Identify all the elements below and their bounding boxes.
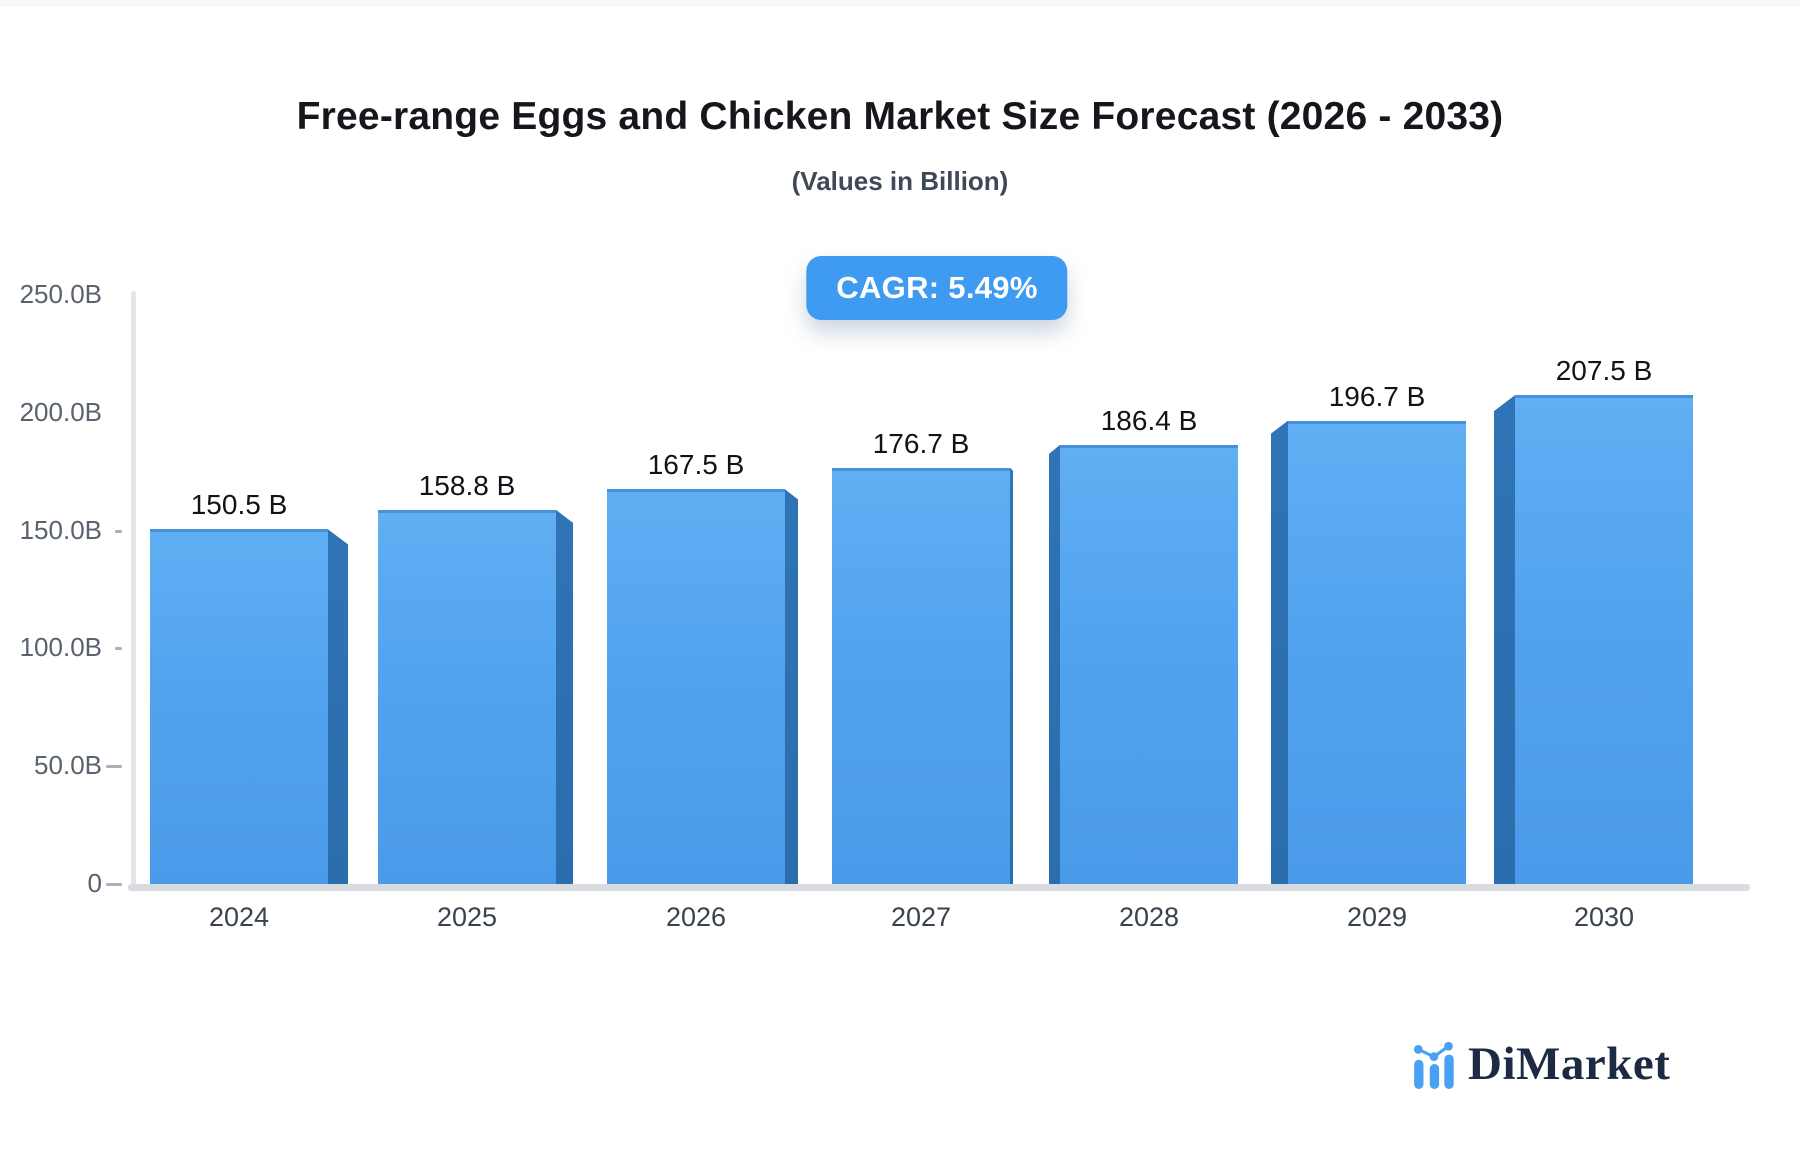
bar-side-face xyxy=(556,509,573,884)
bar-value-label: 176.7 B xyxy=(872,427,970,459)
logo-text: DiMarket xyxy=(1468,1038,1671,1090)
y-axis-tick xyxy=(106,765,122,769)
y-axis-tick xyxy=(115,529,122,533)
bar-face[interactable] xyxy=(1515,395,1693,884)
y-axis-line xyxy=(131,291,136,891)
bar-value-label: 207.5 B xyxy=(1555,355,1653,387)
y-axis-label: 150.0B xyxy=(19,514,102,545)
page-subtitle: (Values in Billion) xyxy=(791,166,1009,196)
x-axis-label: 2030 xyxy=(1573,902,1635,932)
logo: DiMarket xyxy=(1412,1040,1670,1090)
x-axis-label: 2026 xyxy=(665,902,727,932)
y-axis-tick xyxy=(115,647,122,651)
bar-side-face xyxy=(785,489,798,884)
bar-value-label: 186.4 B xyxy=(1100,404,1198,436)
top-strip xyxy=(0,0,1800,6)
bar-face[interactable] xyxy=(378,509,556,884)
y-axis-tick xyxy=(106,883,122,886)
bar-side-face xyxy=(328,529,348,884)
bar-face[interactable] xyxy=(832,467,1010,884)
x-axis-label: 2024 xyxy=(208,902,270,932)
y-axis-label: 100.0B xyxy=(19,632,102,663)
y-axis-label: 0 xyxy=(87,868,102,898)
bar-chart-logo-icon xyxy=(1413,1041,1454,1089)
page-title: Free-range Eggs and Chicken Market Size … xyxy=(296,95,1504,138)
bar-side-face xyxy=(1049,444,1060,884)
x-axis-label: 2025 xyxy=(436,902,498,932)
x-axis-label: 2027 xyxy=(890,902,952,932)
y-axis-label: 250.0B xyxy=(19,279,102,309)
x-axis-line xyxy=(128,884,1750,891)
cagr-badge-label: CAGR: 5.49% xyxy=(836,270,1038,305)
bar-side-face xyxy=(1271,420,1288,884)
cagr-badge: CAGR: 5.49% xyxy=(806,256,1068,320)
x-axis-label: 2029 xyxy=(1346,902,1408,932)
bar-face[interactable] xyxy=(150,529,328,884)
bar-value-label: 196.7 B xyxy=(1328,380,1426,412)
bar-face[interactable] xyxy=(1288,420,1466,884)
bar-side-face xyxy=(1494,395,1515,884)
bar-value-label: 150.5 B xyxy=(190,489,288,521)
y-axis-label: 200.0B xyxy=(19,396,102,427)
x-axis-label: 2028 xyxy=(1118,902,1180,932)
bar-value-label: 167.5 B xyxy=(647,449,745,481)
bar-face[interactable] xyxy=(607,489,785,884)
bar-face[interactable] xyxy=(1060,444,1238,884)
bar-value-label: 158.8 B xyxy=(418,469,516,501)
y-axis-label: 50.0B xyxy=(34,750,102,781)
bar-side-face xyxy=(1010,467,1013,884)
